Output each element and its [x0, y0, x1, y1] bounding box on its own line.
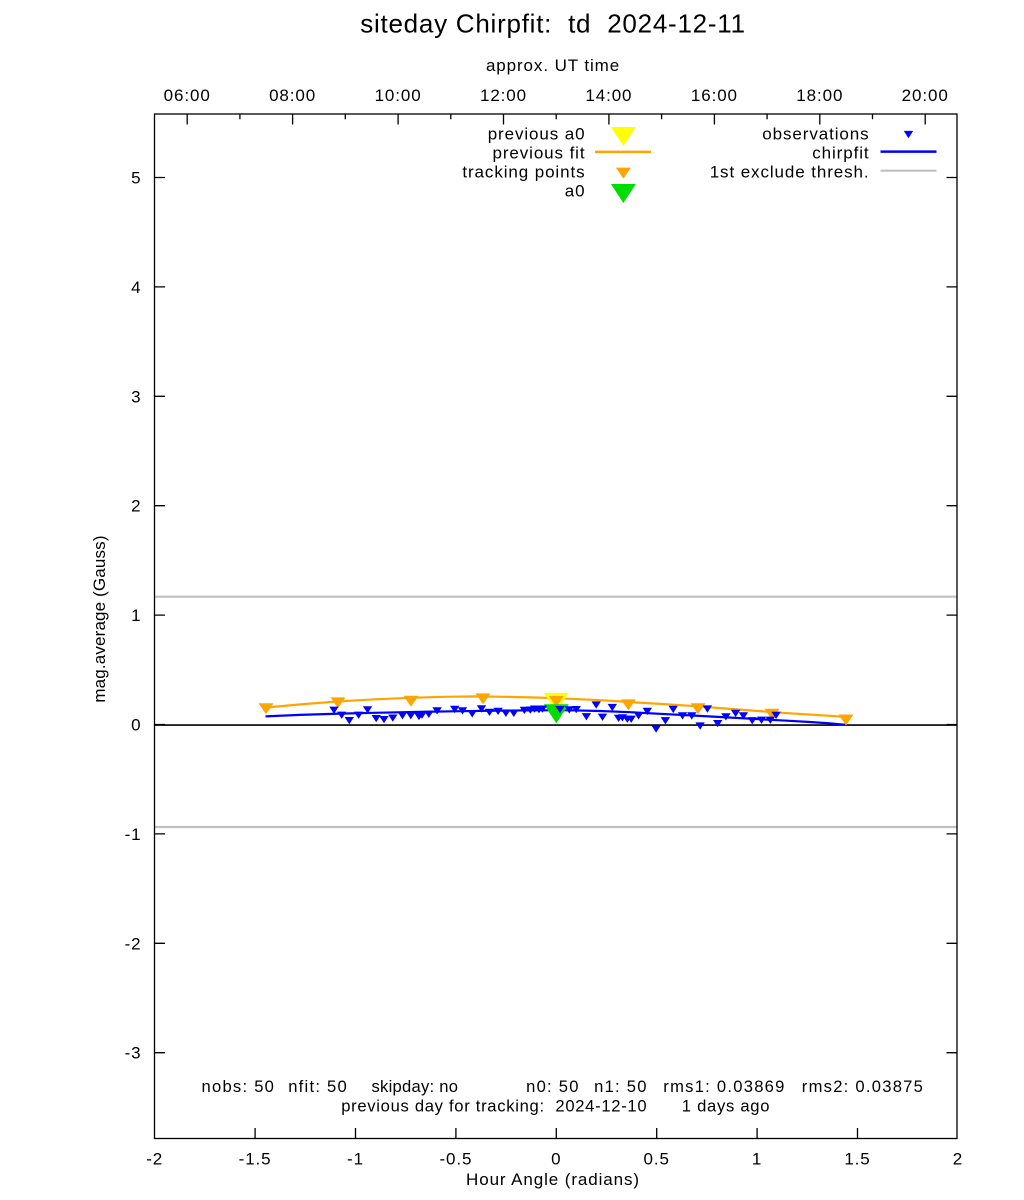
svg-text:14:00: 14:00	[585, 86, 632, 105]
svg-text:1: 1	[131, 606, 141, 625]
svg-text:nobs: 50: nobs: 50	[202, 1077, 276, 1096]
svg-text:rms1: 0.03869: rms1: 0.03869	[663, 1077, 785, 1096]
svg-text:2: 2	[131, 497, 141, 516]
svg-text:12:00: 12:00	[480, 86, 527, 105]
svg-text:1st exclude thresh.: 1st exclude thresh.	[710, 163, 870, 182]
svg-text:a0: a0	[565, 182, 586, 201]
svg-text:n1: 50: n1: 50	[594, 1077, 648, 1096]
svg-text:previous day for tracking: 20: previous day for tracking: 2024-12-10	[341, 1097, 647, 1116]
svg-text:observations: observations	[762, 125, 869, 144]
svg-text:nfit: 50: nfit: 50	[288, 1077, 348, 1096]
svg-text:4: 4	[131, 278, 141, 297]
svg-text:chirpfit: chirpfit	[812, 144, 869, 163]
svg-text:1 days ago: 1 days ago	[682, 1097, 770, 1116]
svg-text:Hour Angle (radians): Hour Angle (radians)	[466, 1170, 640, 1189]
svg-text:rms2: 0.03875: rms2: 0.03875	[802, 1077, 924, 1096]
svg-text:-3: -3	[125, 1044, 142, 1063]
svg-text:-1: -1	[125, 825, 142, 844]
svg-text:2: 2	[953, 1150, 963, 1169]
svg-text:mag.average (Gauss): mag.average (Gauss)	[90, 535, 109, 702]
svg-text:siteday Chirpfit: td 2024-12: siteday Chirpfit: td 2024-12-11	[360, 8, 746, 38]
svg-text:previous a0: previous a0	[488, 125, 586, 144]
svg-text:-0.5: -0.5	[439, 1150, 472, 1169]
svg-text:0: 0	[551, 1150, 561, 1169]
svg-text:5: 5	[131, 169, 141, 188]
svg-text:-1: -1	[347, 1150, 364, 1169]
svg-text:18:00: 18:00	[796, 86, 843, 105]
svg-text:0.5: 0.5	[644, 1150, 670, 1169]
svg-text:3: 3	[131, 387, 141, 406]
svg-text:-2: -2	[146, 1150, 163, 1169]
svg-text:tracking points: tracking points	[462, 163, 585, 182]
svg-text:20:00: 20:00	[902, 86, 949, 105]
svg-text:1: 1	[752, 1150, 762, 1169]
svg-text:10:00: 10:00	[375, 86, 422, 105]
svg-text:skipday: no: skipday: no	[372, 1077, 459, 1096]
svg-text:approx. UT time: approx. UT time	[486, 56, 620, 75]
svg-text:08:00: 08:00	[269, 86, 316, 105]
svg-text:n0: 50: n0: 50	[526, 1077, 580, 1096]
svg-text:06:00: 06:00	[164, 86, 211, 105]
svg-text:16:00: 16:00	[691, 86, 738, 105]
svg-text:previous fit: previous fit	[492, 144, 585, 163]
svg-text:-1.5: -1.5	[239, 1150, 272, 1169]
svg-text:0: 0	[131, 716, 141, 735]
svg-text:-2: -2	[125, 934, 142, 953]
svg-text:1.5: 1.5	[844, 1150, 870, 1169]
